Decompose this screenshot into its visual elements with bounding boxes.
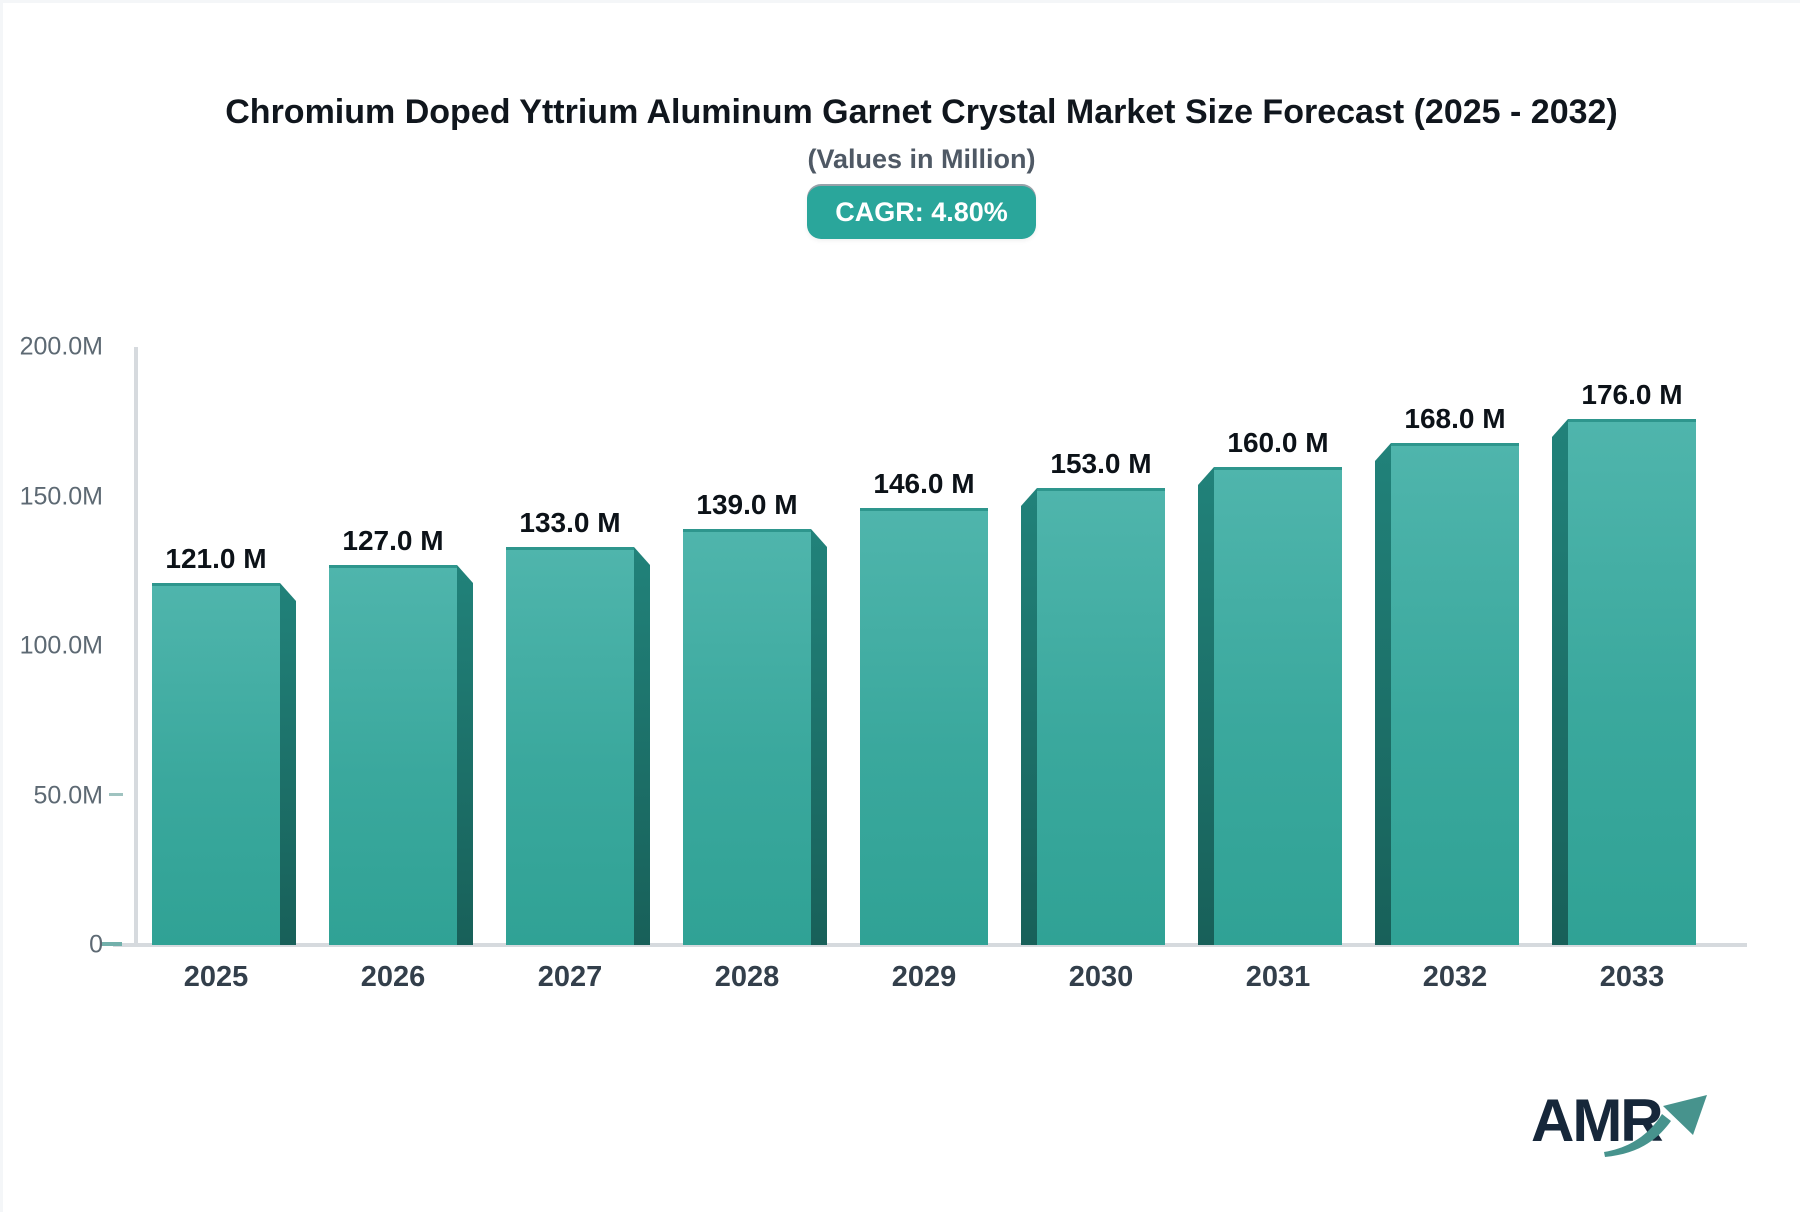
bar-3d-side [1552, 419, 1568, 945]
bar-2025[interactable] [152, 583, 280, 945]
bar-2027[interactable] [506, 547, 634, 945]
x-axis-label-2031: 2031 [1245, 961, 1311, 993]
chart-header: Chromium Doped Yttrium Aluminum Garnet C… [23, 3, 1800, 240]
y-axis-tick-label: 50.0M [33, 781, 103, 809]
bar-value-label: 121.0 M [165, 543, 267, 574]
bar-3d-side [1021, 488, 1037, 945]
x-axis-line [113, 943, 1747, 947]
amr-logo: AMR [1531, 1089, 1721, 1173]
x-axis-label-2030: 2030 [1068, 961, 1134, 993]
bar-value-label: 127.0 M [342, 525, 444, 556]
x-axis-label-2032: 2032 [1422, 961, 1488, 993]
y-axis-tick-mark-50m [109, 793, 123, 796]
y-axis-tick-label: 0 [89, 930, 103, 959]
growth-arrow-icon [1604, 1095, 1707, 1157]
bar-3d-side [280, 583, 296, 945]
y-axis-tick-mark-0 [101, 942, 122, 946]
x-axis-label-2028: 2028 [714, 961, 780, 993]
chart-title: Chromium Doped Yttrium Aluminum Garnet C… [225, 93, 1618, 131]
bar-2028[interactable] [683, 529, 811, 945]
bar-value-label: 168.0 M [1404, 403, 1506, 434]
bar-3d-side [634, 547, 650, 945]
x-axis-label-2033: 2033 [1599, 961, 1665, 993]
y-axis-line [134, 347, 138, 945]
bar-value-label: 153.0 M [1050, 448, 1152, 479]
bar-value-label: 146.0 M [873, 468, 975, 499]
bar-value-label: 176.0 M [1581, 379, 1683, 410]
chart-subtitle: (Values in Million) [807, 144, 1036, 175]
plot-area: 200.0M 150.0M 100.0M 50.0M 0 121.0 M 127.0 M 1… [3, 3, 1800, 1212]
bar-2032[interactable] [1391, 443, 1519, 945]
y-axis-tick-label: 200.0M [19, 332, 103, 361]
bar-value-label: 139.0 M [696, 489, 798, 520]
badge-row: CAGR: 4.80% [23, 186, 1800, 240]
x-axis-label-2025: 2025 [183, 961, 249, 993]
y-axis-tick-label: 100.0M [19, 631, 103, 660]
bar-value-label: 160.0 M [1227, 427, 1329, 458]
x-axis-label-2026: 2026 [360, 961, 426, 993]
bar-3d-side [457, 565, 473, 945]
bar-2029[interactable] [860, 508, 988, 945]
bar-3d-side [1375, 443, 1391, 945]
x-axis-label-2027: 2027 [537, 961, 603, 993]
x-axis-label-2029: 2029 [891, 961, 957, 993]
bar-3d-side [811, 529, 827, 945]
bar-2031[interactable] [1214, 467, 1342, 945]
bar-2030[interactable] [1037, 488, 1165, 945]
bar-3d-side [1198, 467, 1214, 945]
bar-2026[interactable] [329, 565, 457, 945]
cagr-badge: CAGR: 4.80% [807, 186, 1036, 240]
bar-2033[interactable] [1568, 419, 1696, 945]
y-axis-tick-label: 150.0M [19, 482, 103, 510]
chart-canvas: Chromium Doped Yttrium Aluminum Garnet C… [3, 3, 1800, 1212]
bar-value-label: 133.0 M [519, 507, 621, 538]
